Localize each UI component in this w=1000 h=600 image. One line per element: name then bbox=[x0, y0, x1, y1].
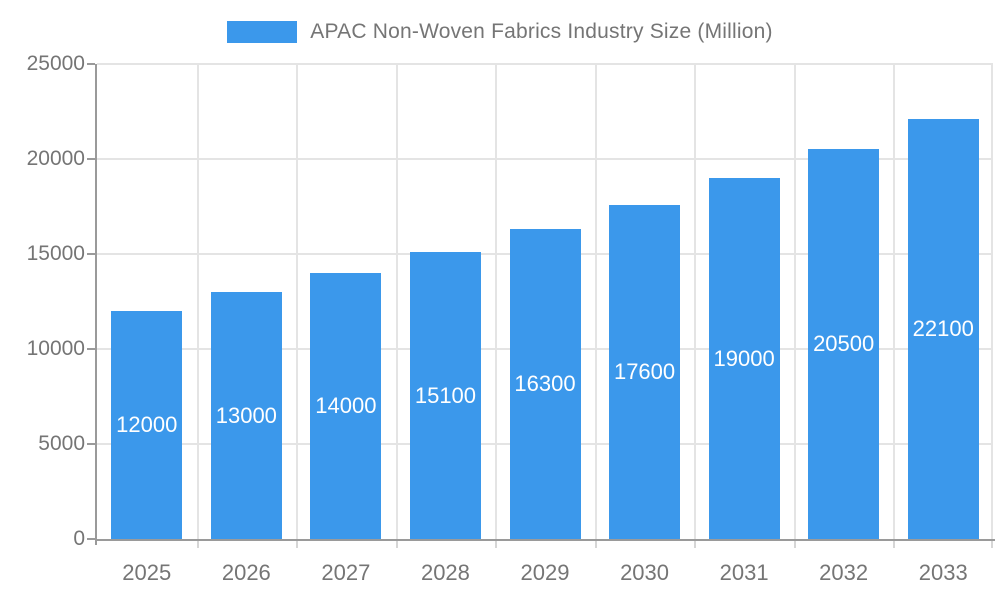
v-gridline bbox=[495, 64, 497, 539]
x-tick bbox=[595, 541, 597, 548]
x-tick-label: 2026 bbox=[221, 560, 271, 585]
y-tick bbox=[87, 158, 95, 160]
x-tick bbox=[794, 541, 796, 548]
bar-value-label: 19000 bbox=[713, 345, 775, 371]
h-gridline bbox=[97, 63, 993, 65]
bar-value-label: 12000 bbox=[116, 412, 178, 437]
v-gridline bbox=[197, 64, 199, 539]
x-tick bbox=[694, 541, 696, 548]
x-axis-line bbox=[95, 539, 995, 541]
y-tick-label: 0 bbox=[73, 527, 85, 550]
y-axis-line bbox=[95, 64, 97, 545]
x-tick-label: 2025 bbox=[122, 560, 172, 585]
y-tick-label: 15000 bbox=[26, 242, 85, 265]
x-tick bbox=[396, 541, 398, 548]
x-tick-label: 2032 bbox=[819, 560, 869, 585]
legend-swatch bbox=[227, 21, 298, 43]
x-tick-label: 2031 bbox=[719, 560, 769, 585]
bar-2033[interactable]: 22100 bbox=[907, 119, 979, 539]
x-tick bbox=[296, 541, 298, 548]
x-tick bbox=[893, 541, 895, 548]
v-gridline bbox=[595, 64, 597, 539]
y-tick-label: 25000 bbox=[26, 52, 85, 75]
y-tick-label: 20000 bbox=[26, 147, 85, 170]
v-gridline bbox=[794, 64, 796, 539]
bar-2032[interactable]: 20500 bbox=[808, 149, 880, 539]
x-tick-label: 2028 bbox=[420, 560, 470, 585]
x-tick bbox=[495, 541, 497, 548]
x-tick bbox=[197, 541, 199, 548]
v-gridline bbox=[296, 64, 298, 539]
bar-2028[interactable]: 15100 bbox=[409, 252, 481, 539]
x-tick-label: 2030 bbox=[620, 560, 670, 585]
bar-2029[interactable]: 16300 bbox=[509, 229, 581, 539]
bar-value-label: 14000 bbox=[315, 393, 377, 418]
bar-2025[interactable]: 12000 bbox=[111, 311, 183, 539]
h-gridline bbox=[97, 158, 993, 160]
bar-2026[interactable]: 13000 bbox=[210, 292, 282, 539]
bar-value-label: 16300 bbox=[514, 371, 576, 396]
y-tick bbox=[87, 348, 95, 350]
x-tick bbox=[991, 541, 993, 548]
bar-2027[interactable]: 14000 bbox=[310, 273, 382, 539]
v-gridline bbox=[396, 64, 398, 539]
bar-2030[interactable]: 17600 bbox=[609, 205, 681, 539]
v-gridline bbox=[991, 64, 993, 539]
bar-value-label: 13000 bbox=[215, 402, 277, 428]
bar-value-label: 20500 bbox=[813, 331, 875, 356]
v-gridline bbox=[694, 64, 696, 539]
y-tick-label: 5000 bbox=[38, 432, 85, 455]
x-tick-label: 2033 bbox=[918, 560, 968, 585]
x-tick-label: 2027 bbox=[321, 560, 371, 585]
plot-area: 12000 13000 14000 15100 16300 17600 19000 20500… bbox=[87, 63, 995, 548]
bar-value-label: 17600 bbox=[613, 359, 676, 384]
y-tick-label: 10000 bbox=[26, 337, 85, 360]
bar-value-label: 22100 bbox=[912, 316, 974, 341]
chart-title: APAC Non-Woven Fabrics Industry Size (Mi… bbox=[310, 20, 773, 43]
bar-value-label: 15100 bbox=[414, 382, 477, 408]
v-gridline bbox=[893, 64, 895, 539]
x-tick-label: 2029 bbox=[520, 560, 570, 585]
y-tick bbox=[87, 443, 95, 445]
y-tick bbox=[87, 253, 95, 255]
y-tick bbox=[87, 63, 95, 65]
y-tick bbox=[87, 538, 95, 540]
bar-2031[interactable]: 19000 bbox=[708, 178, 780, 539]
chart-legend[interactable]: APAC Non-Woven Fabrics Industry Size (Mi… bbox=[0, 20, 1000, 44]
